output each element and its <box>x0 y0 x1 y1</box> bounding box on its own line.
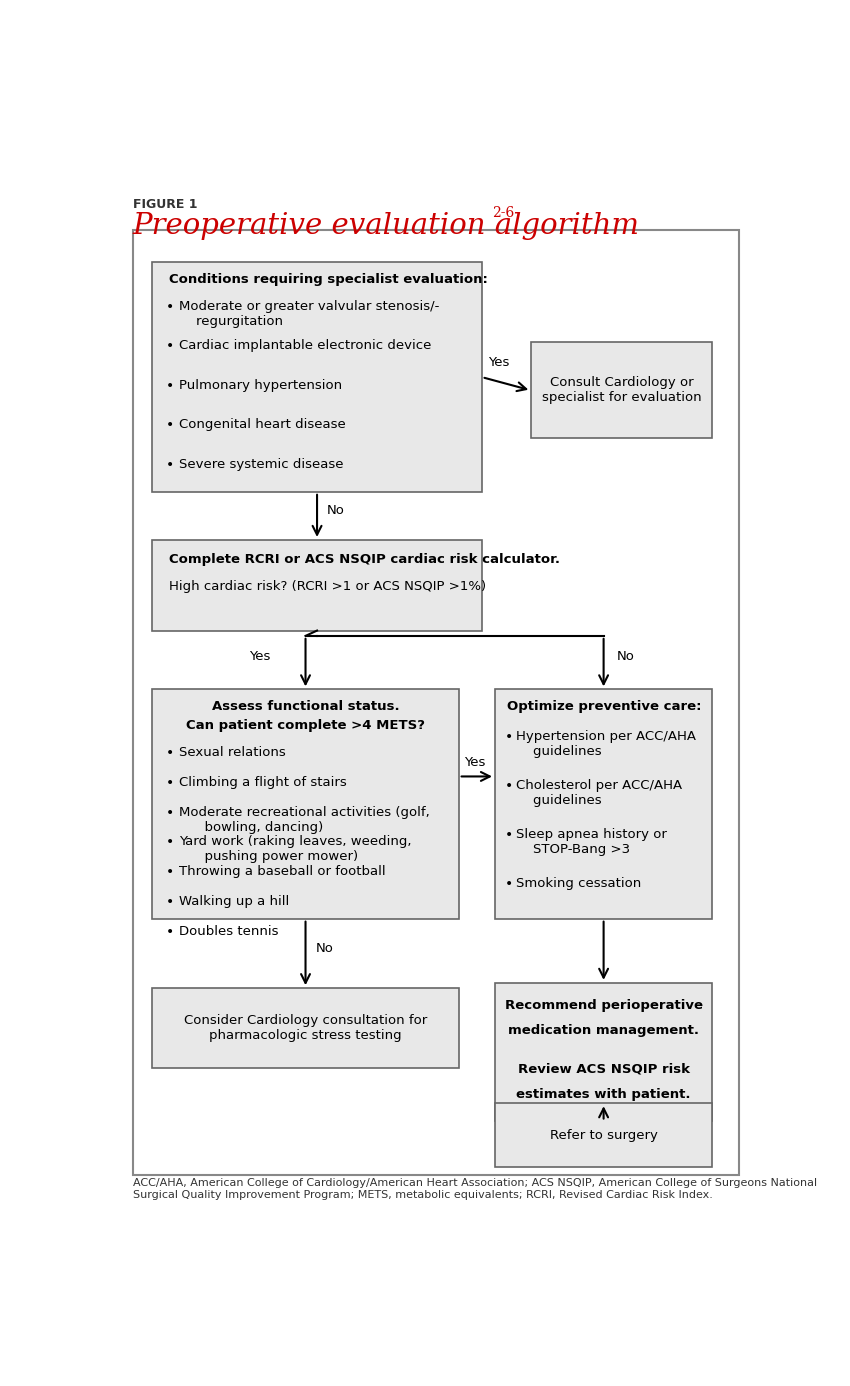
Text: •: • <box>166 419 173 432</box>
FancyBboxPatch shape <box>133 230 739 1175</box>
Text: Preoperative evaluation algorithm: Preoperative evaluation algorithm <box>133 212 639 240</box>
Text: Review ACS NSQIP risk: Review ACS NSQIP risk <box>518 1063 689 1076</box>
Text: No: No <box>327 505 345 517</box>
Text: Yes: Yes <box>464 755 485 769</box>
FancyBboxPatch shape <box>495 689 712 919</box>
Text: •: • <box>166 836 173 850</box>
Text: Yard work (raking leaves, weeding,
      pushing power mower): Yard work (raking leaves, weeding, pushi… <box>178 836 411 863</box>
Text: medication management.: medication management. <box>508 1024 699 1037</box>
Text: estimates with patient.: estimates with patient. <box>516 1088 691 1102</box>
Text: No: No <box>617 650 635 663</box>
FancyBboxPatch shape <box>495 1103 712 1167</box>
Text: •: • <box>166 865 173 879</box>
Text: Consult Cardiology or
specialist for evaluation: Consult Cardiology or specialist for eva… <box>542 377 701 405</box>
Text: Consider Cardiology consultation for
pharmacologic stress testing: Consider Cardiology consultation for pha… <box>184 1015 428 1042</box>
Text: Assess functional status.: Assess functional status. <box>212 700 400 712</box>
Text: Can patient complete >4 METS?: Can patient complete >4 METS? <box>186 719 425 732</box>
Text: •: • <box>166 340 173 353</box>
Text: •: • <box>505 877 513 891</box>
Text: Doubles tennis: Doubles tennis <box>178 924 278 938</box>
FancyBboxPatch shape <box>495 983 712 1121</box>
Text: Walking up a hill: Walking up a hill <box>178 895 289 908</box>
Text: Climbing a flight of stairs: Climbing a flight of stairs <box>178 776 347 789</box>
Text: •: • <box>166 895 173 909</box>
Text: •: • <box>505 827 513 843</box>
Text: Conditions requiring specialist evaluation:: Conditions requiring specialist evaluati… <box>169 273 488 286</box>
Text: Yes: Yes <box>488 356 510 369</box>
Text: ACC/AHA, American College of Cardiology/American Heart Association; ACS NSQIP, A: ACC/AHA, American College of Cardiology/… <box>133 1178 817 1200</box>
FancyBboxPatch shape <box>152 689 459 919</box>
Text: Moderate recreational activities (golf,
      bowling, dancing): Moderate recreational activities (golf, … <box>178 805 429 833</box>
Text: •: • <box>505 730 513 744</box>
Text: •: • <box>166 776 173 790</box>
Text: Yes: Yes <box>250 650 271 663</box>
FancyBboxPatch shape <box>152 988 459 1069</box>
Text: Severe systemic disease: Severe systemic disease <box>178 457 343 471</box>
Text: FIGURE 1: FIGURE 1 <box>133 198 197 211</box>
FancyBboxPatch shape <box>152 541 482 631</box>
Text: Recommend perioperative: Recommend perioperative <box>505 999 703 1012</box>
Text: •: • <box>166 924 173 940</box>
Text: Complete RCRI or ACS NSQIP cardiac risk calculator.: Complete RCRI or ACS NSQIP cardiac risk … <box>169 553 560 565</box>
Text: •: • <box>166 805 173 819</box>
Text: Moderate or greater valvular stenosis/-
    regurgitation: Moderate or greater valvular stenosis/- … <box>178 299 439 327</box>
Text: Optimize preventive care:: Optimize preventive care: <box>507 700 701 712</box>
Text: 2-6: 2-6 <box>491 205 514 220</box>
Text: Smoking cessation: Smoking cessation <box>516 877 641 890</box>
Text: •: • <box>166 746 173 760</box>
Text: Cardiac implantable electronic device: Cardiac implantable electronic device <box>178 340 431 352</box>
Text: •: • <box>505 779 513 793</box>
Text: High cardiac risk? (RCRI >1 or ACS NSQIP >1%): High cardiac risk? (RCRI >1 or ACS NSQIP… <box>169 581 486 593</box>
Text: Congenital heart disease: Congenital heart disease <box>178 419 345 431</box>
Text: Pulmonary hypertension: Pulmonary hypertension <box>178 378 342 392</box>
FancyBboxPatch shape <box>152 262 482 492</box>
Text: Throwing a baseball or football: Throwing a baseball or football <box>178 865 385 879</box>
Text: Hypertension per ACC/AHA
    guidelines: Hypertension per ACC/AHA guidelines <box>516 730 696 758</box>
Text: •: • <box>166 457 173 471</box>
Text: Cholesterol per ACC/AHA
    guidelines: Cholesterol per ACC/AHA guidelines <box>516 779 682 807</box>
Text: No: No <box>315 941 333 955</box>
Text: Sexual relations: Sexual relations <box>178 746 286 758</box>
FancyBboxPatch shape <box>531 342 712 438</box>
Text: Refer to surgery: Refer to surgery <box>550 1128 658 1142</box>
Text: Sleep apnea history or
    STOP-Bang >3: Sleep apnea history or STOP-Bang >3 <box>516 827 667 857</box>
Text: •: • <box>166 299 173 313</box>
Text: •: • <box>166 378 173 392</box>
